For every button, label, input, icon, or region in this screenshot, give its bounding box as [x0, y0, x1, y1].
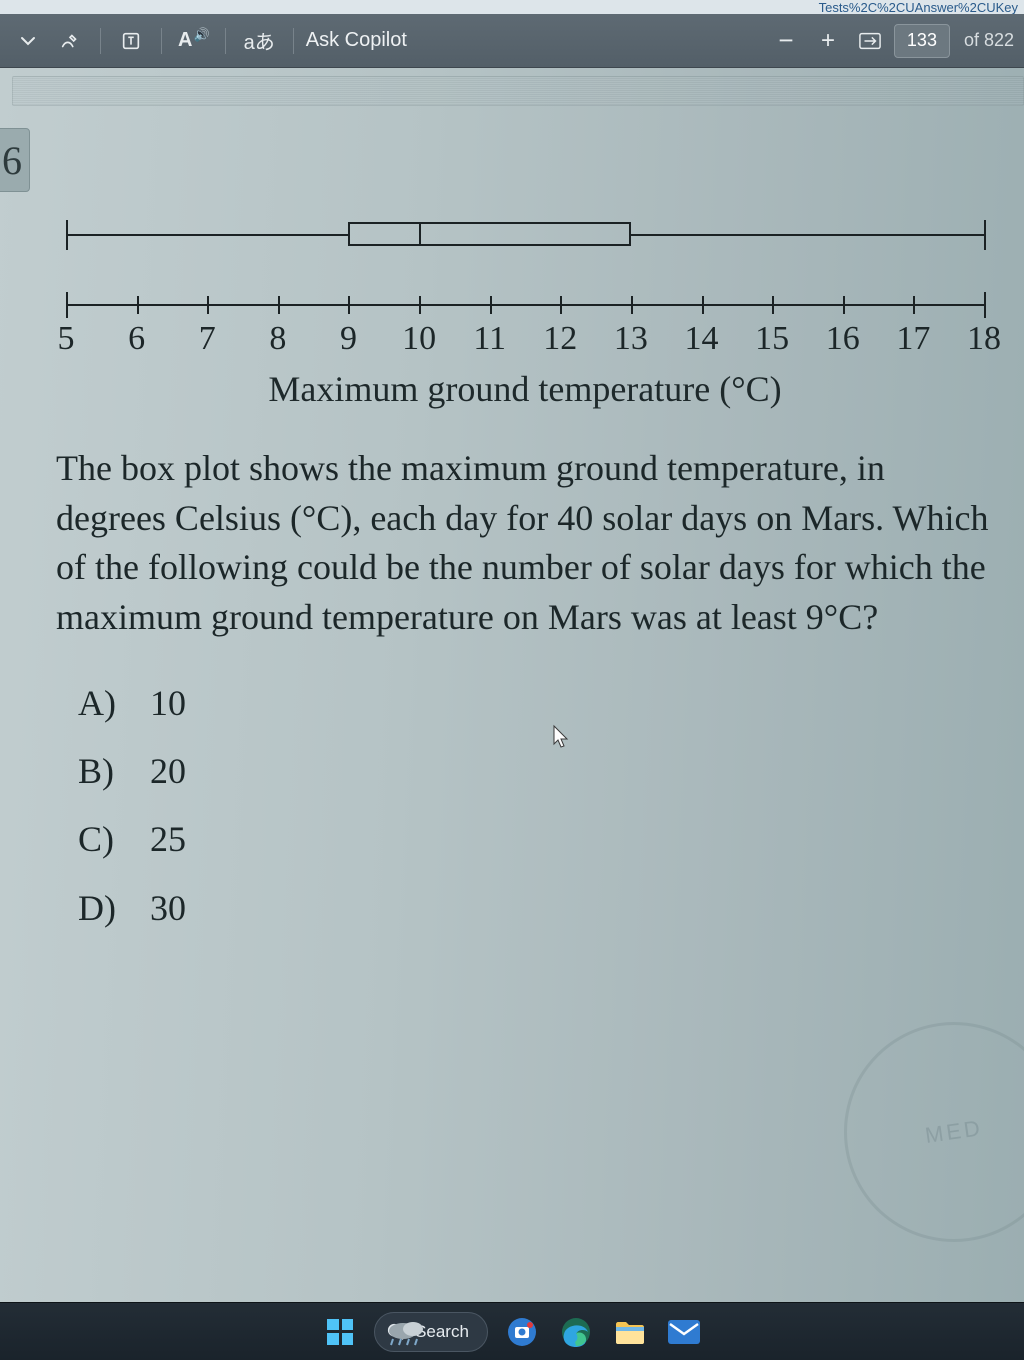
choice-letter: A)	[78, 669, 132, 737]
toolbar-separator	[161, 28, 162, 54]
page-total-label: of 822	[964, 30, 1014, 51]
answer-choice[interactable]: B) 20	[78, 737, 994, 805]
camera-app-icon[interactable]	[502, 1312, 542, 1352]
axis-tick-label: 5	[58, 320, 75, 358]
scroll-strip	[12, 76, 1024, 106]
choice-text: 30	[150, 874, 186, 942]
url-fragment: Tests%2C%2CUAnswer%2CUKey	[0, 0, 1024, 14]
toolbar-separator	[100, 28, 101, 54]
axis-tick-label: 7	[199, 320, 216, 358]
axis-tick-label: 14	[685, 320, 719, 358]
edge-browser-icon[interactable]	[556, 1312, 596, 1352]
toolbar-separator	[293, 28, 294, 54]
zoom-in-button[interactable]: +	[810, 23, 846, 59]
choice-text: 20	[150, 737, 186, 805]
windows-logo-icon	[327, 1319, 353, 1345]
weather-widget[interactable]	[380, 1312, 432, 1352]
fit-page-icon[interactable]	[852, 23, 888, 59]
page-number-input[interactable]: 133	[894, 24, 950, 58]
choice-text: 25	[150, 805, 186, 873]
choice-text: 10	[150, 669, 186, 737]
axis-tick-label: 8	[269, 320, 286, 358]
axis-tick-label: 18	[967, 320, 1001, 358]
axis-tick-label: 13	[614, 320, 648, 358]
answer-choice[interactable]: A) 10	[78, 669, 994, 737]
chevron-down-icon[interactable]	[10, 23, 46, 59]
axis-tick-label: 15	[755, 320, 789, 358]
draw-icon[interactable]	[52, 23, 88, 59]
cursor-icon	[552, 724, 570, 748]
choice-letter: C)	[78, 805, 132, 873]
boxplot: 56789101112131415161718 Maximum ground t…	[56, 200, 994, 410]
axis-title: Maximum ground temperature (°C)	[56, 368, 994, 410]
text-select-icon[interactable]	[113, 23, 149, 59]
axis-tick-label: 9	[340, 320, 357, 358]
translate-icon[interactable]: aあ	[238, 23, 281, 59]
answer-choice[interactable]: C) 25	[78, 805, 994, 873]
answer-choice[interactable]: D) 30	[78, 874, 994, 942]
file-explorer-icon[interactable]	[610, 1312, 650, 1352]
start-button[interactable]	[320, 1312, 360, 1352]
toolbar-separator	[225, 28, 226, 54]
choice-letter: B)	[78, 737, 132, 805]
pdf-viewport[interactable]: 6 5 6 7 8 9 10 11 12 13 14 15 16 17 18 Maximum ground…	[0, 68, 1024, 1302]
pdf-toolbar: A🔊 aあ Ask Copilot − + 133 of 822	[0, 14, 1024, 68]
windows-taskbar: Search	[0, 1302, 1024, 1360]
choice-letter: D)	[78, 874, 132, 942]
document-page: 5 6 7 8 9 10 11 12 13 14 15 16 17 18 Maximum ground t…	[12, 112, 1024, 1302]
axis-tick-label: 12	[543, 320, 577, 358]
mail-app-icon[interactable]	[664, 1312, 704, 1352]
answer-choices: A) 10 B) 20 C) 25 D) 30	[56, 669, 994, 943]
axis-tick-label: 10	[402, 320, 436, 358]
axis-tick-label: 11	[473, 320, 506, 358]
axis-tick-label: 16	[826, 320, 860, 358]
axis-tick-label: 17	[896, 320, 930, 358]
read-aloud-icon[interactable]: A🔊	[174, 23, 213, 59]
axis-line	[66, 304, 984, 306]
axis-tick-label: 6	[128, 320, 145, 358]
stamp-text: MED	[924, 1115, 985, 1149]
zoom-out-button[interactable]: −	[768, 23, 804, 59]
watermark-stamp: MED	[830, 1008, 1024, 1256]
question-text: The box plot shows the maximum ground te…	[56, 444, 994, 643]
ask-copilot-button[interactable]: Ask Copilot	[306, 29, 407, 52]
